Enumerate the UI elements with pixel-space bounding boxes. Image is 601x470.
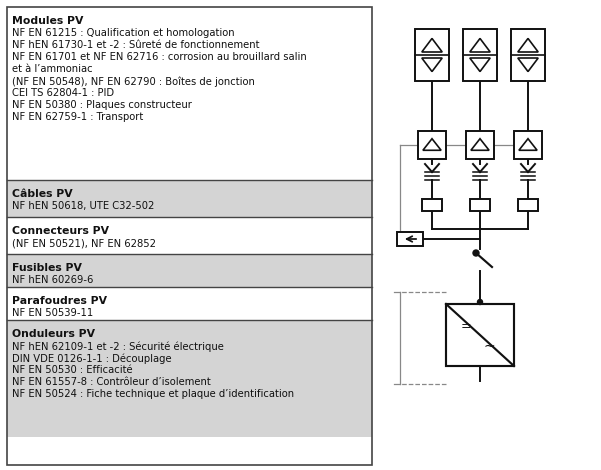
Bar [422,199,442,211]
Bar [470,199,490,211]
Text: NF hEN 60269-6: NF hEN 60269-6 [12,275,93,285]
Text: (NF EN 50521), NF EN 62852: (NF EN 50521), NF EN 62852 [12,238,156,248]
Text: NF hEN 50618, UTE C32-502: NF hEN 50618, UTE C32-502 [12,201,154,211]
Polygon shape [422,39,442,52]
Bar [518,199,538,211]
Circle shape [473,250,479,256]
Text: Câbles PV: Câbles PV [12,189,73,199]
Text: CEI TS 62804-1 : PID: CEI TS 62804-1 : PID [12,88,114,98]
Text: NF EN 50539-11: NF EN 50539-11 [12,308,93,318]
Text: NF EN 61215 : Qualification et homologation: NF EN 61215 : Qualification et homologat… [12,28,234,38]
Bar [7,180,372,217]
Bar [466,131,494,159]
Polygon shape [470,58,490,71]
Polygon shape [518,58,538,71]
Text: NF hEN 62109-1 et -2 : Sécurité électrique: NF hEN 62109-1 et -2 : Sécurité électriq… [12,341,224,352]
Text: =: = [461,320,472,333]
Bar [7,287,372,320]
Text: Connecteurs PV: Connecteurs PV [12,226,109,236]
Text: et à l’ammoniac: et à l’ammoniac [12,64,93,74]
Bar [7,7,372,465]
Bar [7,320,372,437]
Bar [418,131,446,159]
Polygon shape [471,139,489,150]
Text: NF EN 61557-8 : Contrôleur d’isolement: NF EN 61557-8 : Contrôleur d’isolement [12,377,211,387]
Text: Parafoudres PV: Parafoudres PV [12,296,107,306]
Text: NF EN 50380 : Plaques constructeur: NF EN 50380 : Plaques constructeur [12,100,192,110]
Polygon shape [518,39,538,52]
Text: Modules PV: Modules PV [12,16,84,26]
Polygon shape [423,139,441,150]
Bar [446,304,514,366]
Text: (NF EN 50548), NF EN 62790 : Boîtes de jonction: (NF EN 50548), NF EN 62790 : Boîtes de j… [12,76,255,86]
Text: NF EN 62759-1 : Transport: NF EN 62759-1 : Transport [12,112,143,122]
Polygon shape [470,39,490,52]
Polygon shape [422,58,442,71]
Text: Onduleurs PV: Onduleurs PV [12,329,95,339]
Text: Fusibles PV: Fusibles PV [12,263,82,273]
Polygon shape [519,139,537,150]
Text: DIN VDE 0126-1-1 : Découplage: DIN VDE 0126-1-1 : Découplage [12,353,172,363]
Bar [7,7,372,180]
Text: NF EN 61701 et NF EN 62716 : corrosion au brouillard salin: NF EN 61701 et NF EN 62716 : corrosion a… [12,52,307,62]
Text: NF EN 50530 : Efficacité: NF EN 50530 : Efficacité [12,365,133,375]
Bar [511,29,545,81]
Bar [397,232,423,246]
Bar [514,131,542,159]
Text: NF hEN 61730-1 et -2 : Sûreté de fonctionnement: NF hEN 61730-1 et -2 : Sûreté de fonctio… [12,40,260,50]
Bar [7,254,372,287]
Bar [415,29,449,81]
Text: ∼: ∼ [484,338,496,352]
Text: NF EN 50524 : Fiche technique et plaque d’identification: NF EN 50524 : Fiche technique et plaque … [12,389,294,399]
Bar [7,217,372,254]
Bar [463,29,497,81]
Circle shape [478,299,483,305]
